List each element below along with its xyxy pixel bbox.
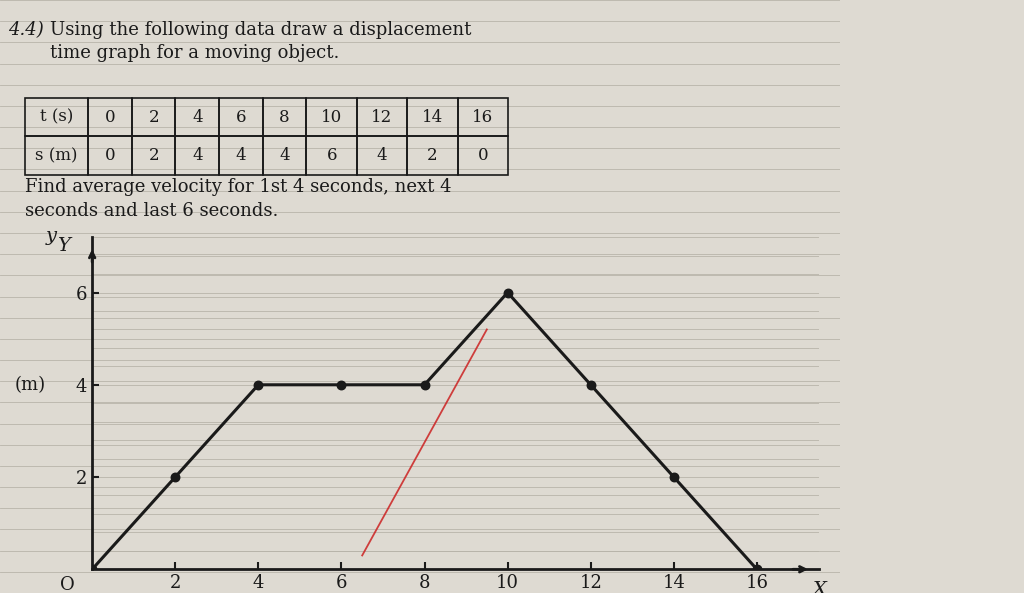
Text: t (s): t (s) bbox=[40, 109, 74, 126]
Point bbox=[749, 565, 765, 574]
Text: 0: 0 bbox=[104, 147, 116, 164]
Bar bbox=[175, 136, 219, 175]
Text: 2: 2 bbox=[427, 147, 437, 164]
Text: y: y bbox=[46, 227, 57, 244]
Point bbox=[84, 565, 100, 574]
Text: 2: 2 bbox=[148, 147, 159, 164]
Text: 12: 12 bbox=[372, 109, 392, 126]
Text: X: X bbox=[812, 581, 826, 593]
Text: 4: 4 bbox=[236, 147, 247, 164]
Text: 0: 0 bbox=[104, 109, 116, 126]
Bar bbox=[219, 98, 263, 136]
Bar bbox=[132, 98, 175, 136]
Text: 6: 6 bbox=[236, 109, 246, 126]
Text: time graph for a moving object.: time graph for a moving object. bbox=[50, 44, 340, 62]
Bar bbox=[356, 136, 408, 175]
Text: 2: 2 bbox=[148, 109, 159, 126]
Text: 6: 6 bbox=[327, 147, 337, 164]
Bar bbox=[408, 98, 458, 136]
Text: s (m): s (m) bbox=[36, 147, 78, 164]
Text: 4: 4 bbox=[280, 147, 290, 164]
Bar bbox=[263, 136, 306, 175]
Bar bbox=[132, 136, 175, 175]
Text: Y: Y bbox=[56, 237, 70, 256]
Text: 4: 4 bbox=[193, 109, 203, 126]
Bar bbox=[458, 98, 508, 136]
Point bbox=[666, 472, 682, 482]
Text: 8: 8 bbox=[280, 109, 290, 126]
Text: Find average velocity for 1st 4 seconds, next 4: Find average velocity for 1st 4 seconds,… bbox=[26, 178, 452, 196]
Point bbox=[250, 380, 266, 390]
Text: 10: 10 bbox=[322, 109, 342, 126]
Text: Using the following data draw a displacement: Using the following data draw a displace… bbox=[50, 21, 472, 39]
Text: (m): (m) bbox=[14, 376, 45, 394]
Text: 4: 4 bbox=[193, 147, 203, 164]
Text: 16: 16 bbox=[472, 109, 494, 126]
Text: 0: 0 bbox=[477, 147, 488, 164]
Text: O: O bbox=[59, 576, 75, 593]
Point bbox=[583, 380, 599, 390]
Point bbox=[167, 472, 183, 482]
Bar bbox=[408, 136, 458, 175]
Bar bbox=[263, 98, 306, 136]
Text: seconds and last 6 seconds.: seconds and last 6 seconds. bbox=[26, 202, 279, 219]
Point bbox=[500, 288, 516, 297]
Bar bbox=[26, 98, 88, 136]
Bar bbox=[88, 98, 132, 136]
Point bbox=[417, 380, 433, 390]
Text: 4.4): 4.4) bbox=[8, 21, 44, 39]
Point bbox=[333, 380, 349, 390]
Bar bbox=[219, 136, 263, 175]
Bar bbox=[458, 136, 508, 175]
Bar bbox=[356, 98, 408, 136]
Text: 4: 4 bbox=[377, 147, 387, 164]
Text: 14: 14 bbox=[422, 109, 443, 126]
Bar bbox=[306, 98, 356, 136]
Bar bbox=[306, 136, 356, 175]
Bar bbox=[26, 136, 88, 175]
Bar bbox=[175, 98, 219, 136]
Bar bbox=[88, 136, 132, 175]
